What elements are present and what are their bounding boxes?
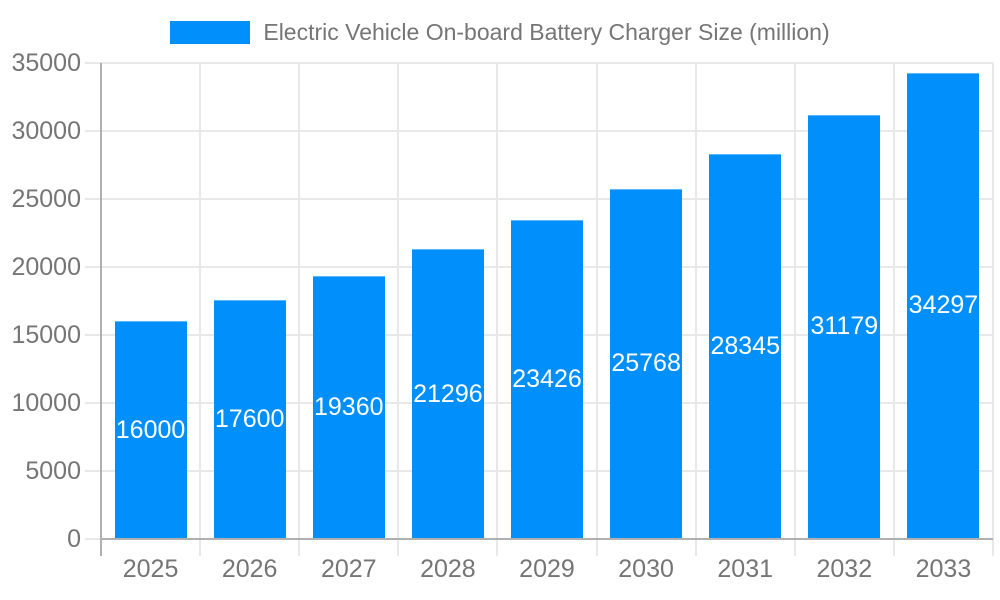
- legend-label: Electric Vehicle On-board Battery Charge…: [263, 18, 830, 45]
- legend-swatch[interactable]: [170, 20, 251, 44]
- y-gridline: [85, 130, 993, 132]
- y-tick-label: 10000: [11, 389, 81, 417]
- bar-value-label: 31179: [810, 312, 879, 341]
- y-tick-label: 35000: [11, 49, 81, 77]
- bar-value-label: 28345: [710, 331, 780, 360]
- y-tick-label: 5000: [25, 457, 81, 485]
- legend[interactable]: Electric Vehicle On-board Battery Charge…: [0, 18, 1000, 46]
- bar-2028[interactable]: 21296: [411, 249, 484, 539]
- bar-2026[interactable]: 17600: [213, 299, 286, 539]
- bar-2031[interactable]: 28345: [709, 153, 782, 539]
- y-axis-line: [100, 63, 102, 556]
- y-tick-label: 25000: [11, 185, 81, 213]
- bar-value-label: 25768: [611, 349, 681, 378]
- x-tick-label: 2028: [420, 555, 476, 583]
- bar-2032[interactable]: 31179: [808, 114, 881, 539]
- x-axis-line: [101, 538, 993, 540]
- x-gridline: [892, 63, 895, 556]
- y-tick-label: 0: [67, 525, 81, 553]
- x-tick-label: 2025: [122, 555, 179, 583]
- y-gridline: [85, 198, 993, 200]
- x-tick-label: 2026: [221, 555, 278, 583]
- x-tick-label: 2033: [915, 555, 972, 583]
- x-gridline: [496, 63, 499, 556]
- bar-2033[interactable]: 34297: [907, 72, 980, 539]
- bar-value-label: 21296: [413, 379, 483, 408]
- y-tick-label: 20000: [11, 253, 81, 281]
- bar-2025[interactable]: 16000: [114, 321, 187, 539]
- plot-area: 16000 17600 19360 21296 23426 25768 28345 31179…: [85, 62, 994, 556]
- x-gridline: [199, 63, 202, 556]
- x-gridline: [793, 63, 796, 556]
- bar-2029[interactable]: 23426: [511, 220, 583, 539]
- x-tick-label: 2029: [519, 555, 575, 583]
- x-gridline: [694, 63, 697, 556]
- x-gridline: [992, 63, 994, 556]
- x-tick-label: 2032: [816, 555, 873, 583]
- bar-value-label: 17600: [214, 404, 285, 433]
- y-tick-label: 30000: [11, 117, 81, 145]
- bar-value-label: 23426: [512, 365, 582, 394]
- y-tick-label: 15000: [11, 321, 81, 349]
- x-gridline: [595, 63, 598, 556]
- x-tick-label: 2030: [618, 555, 674, 583]
- bar-value-label: 19360: [314, 392, 384, 421]
- bar-value-label: 16000: [115, 415, 186, 444]
- bar-value-label: 34297: [908, 291, 979, 320]
- x-gridline: [397, 63, 400, 556]
- x-gridline: [298, 63, 301, 556]
- x-tick-label: 2031: [717, 555, 774, 583]
- bar-2030[interactable]: 25768: [610, 188, 683, 539]
- x-tick-label: 2027: [320, 555, 377, 583]
- y-gridline: [85, 62, 993, 64]
- bar-2027[interactable]: 19360: [312, 275, 385, 539]
